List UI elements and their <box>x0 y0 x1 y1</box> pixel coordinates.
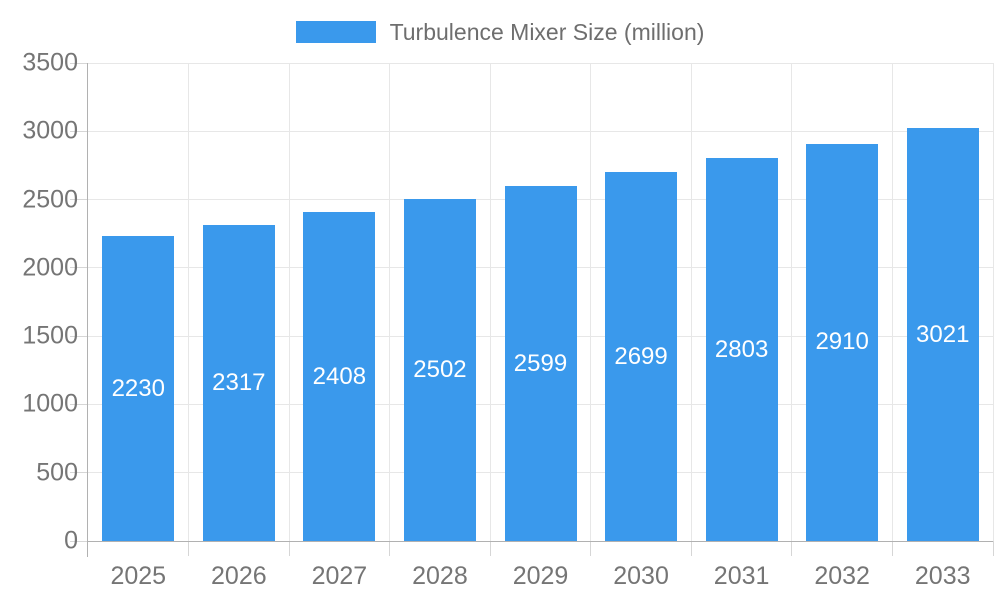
bar[interactable] <box>303 212 376 541</box>
bar-value-label: 3021 <box>916 320 970 348</box>
x-gridline <box>489 63 491 541</box>
x-gridline <box>389 63 391 541</box>
y-tick-mark <box>70 540 88 542</box>
bar-value-label: 2502 <box>413 356 467 384</box>
x-gridline <box>891 63 893 541</box>
bar[interactable] <box>906 128 979 541</box>
x-tick-mark <box>389 541 391 556</box>
bar-value-label: 2803 <box>714 335 769 363</box>
y-tick-mark <box>70 130 88 132</box>
x-axis-tick-label: 2030 <box>613 562 669 590</box>
bar[interactable] <box>806 143 879 541</box>
x-tick-mark <box>489 541 491 556</box>
x-tick-mark <box>690 541 692 556</box>
bar[interactable] <box>705 158 778 541</box>
bar-value-label: 2699 <box>614 342 668 370</box>
y-tick-mark <box>70 62 88 64</box>
y-axis-tick-label: 1000 <box>22 389 78 418</box>
x-axis-tick-label: 2028 <box>412 562 468 590</box>
y-axis-tick-label: 500 <box>36 458 78 487</box>
x-axis-line <box>88 540 993 542</box>
y-axis-tick-label: 2000 <box>22 253 78 282</box>
bar-value-label: 2408 <box>312 362 367 390</box>
x-gridline <box>590 63 592 541</box>
y-axis-line <box>87 63 88 557</box>
y-tick-mark <box>70 403 88 405</box>
x-axis-tick-label: 2029 <box>512 562 569 590</box>
legend-swatch[interactable] <box>295 21 376 43</box>
x-tick-mark <box>891 541 893 556</box>
x-axis-tick-label: 2026 <box>211 562 267 590</box>
y-axis-tick-label: 3500 <box>22 48 78 77</box>
y-gridline <box>88 62 993 64</box>
x-axis-tick-label: 2027 <box>311 562 368 590</box>
y-tick-mark <box>70 199 88 201</box>
x-axis-tick-label: 2033 <box>914 562 971 590</box>
bar-value-label: 2230 <box>111 374 165 402</box>
x-axis-tick-label: 2031 <box>713 562 770 590</box>
bar[interactable] <box>102 236 175 541</box>
y-axis-tick-label: 2500 <box>22 185 78 214</box>
x-gridline <box>791 63 793 541</box>
bar[interactable] <box>605 172 678 541</box>
x-tick-mark <box>590 541 592 556</box>
y-gridline <box>88 130 993 132</box>
bar[interactable] <box>504 186 577 541</box>
y-tick-mark <box>70 335 88 337</box>
y-tick-mark <box>70 472 88 474</box>
bar-value-label: 2317 <box>212 368 266 396</box>
x-gridline <box>188 63 190 541</box>
bar[interactable] <box>202 224 275 541</box>
x-axis-tick-label: 2025 <box>110 562 167 590</box>
y-tick-mark <box>70 267 88 269</box>
x-gridline <box>690 63 692 541</box>
x-tick-mark <box>188 541 190 556</box>
x-axis-tick-label: 2032 <box>814 562 870 590</box>
bar-value-label: 2599 <box>513 349 568 377</box>
y-axis-tick-label: 3000 <box>22 116 78 145</box>
x-tick-mark <box>791 541 793 556</box>
bar-value-label: 2910 <box>815 328 869 356</box>
y-axis-tick-label: 0 <box>64 526 78 555</box>
legend[interactable]: Turbulence Mixer Size (million) <box>0 19 1000 45</box>
x-tick-mark <box>992 541 994 556</box>
x-gridline <box>992 63 994 541</box>
y-axis-tick-label: 1500 <box>22 321 78 350</box>
x-gridline <box>288 63 290 541</box>
legend-label: Turbulence Mixer Size (million) <box>389 18 705 45</box>
x-tick-mark <box>288 541 290 556</box>
bar[interactable] <box>403 199 476 541</box>
